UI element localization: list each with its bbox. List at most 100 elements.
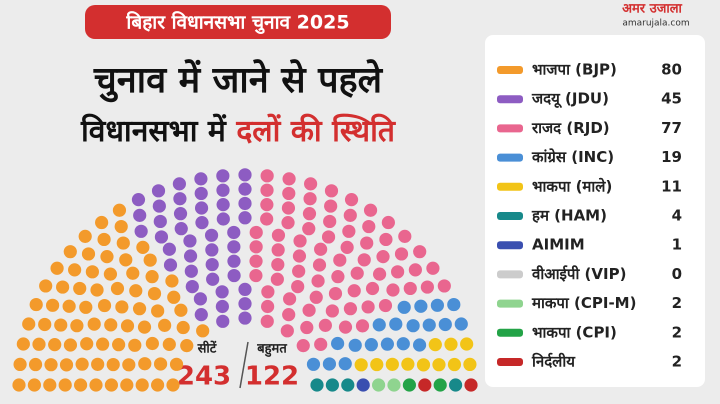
seat-dot <box>166 378 180 392</box>
seat-dot <box>331 336 345 351</box>
legend-value: 4 <box>672 207 682 225</box>
seat-dot <box>249 268 263 283</box>
seat-dot <box>106 357 120 372</box>
seat-dot <box>282 186 296 201</box>
seat-dot <box>54 318 68 332</box>
seat-dot <box>356 378 370 392</box>
seat-dot <box>154 230 169 244</box>
seat-dot <box>143 253 157 267</box>
legend-value: 77 <box>661 119 682 137</box>
seat-dot <box>163 258 178 272</box>
seat-dot <box>449 378 463 392</box>
legend-swatch <box>497 328 523 337</box>
seat-dot <box>43 378 57 392</box>
seat-dot <box>80 337 94 351</box>
seat-dot <box>381 215 395 230</box>
legend-value: 0 <box>672 265 682 283</box>
seat-dot <box>347 284 361 298</box>
seat-dot <box>282 172 296 186</box>
seat-dot <box>293 234 307 248</box>
seat-dot <box>129 284 143 298</box>
seat-dot <box>428 338 442 352</box>
seat-dot <box>460 337 474 351</box>
seat-dot <box>437 279 451 293</box>
seat-dot <box>115 300 129 314</box>
seat-dot <box>416 358 431 372</box>
legend-swatch <box>497 153 523 162</box>
seat-dot <box>58 378 72 392</box>
seat-dot <box>22 317 36 331</box>
seat-dot <box>194 172 208 186</box>
seat-dot <box>343 208 357 222</box>
seat-dot <box>122 358 136 372</box>
total-label: सीटें <box>197 341 218 357</box>
seat-dot <box>194 186 208 201</box>
seat-dot <box>73 281 87 296</box>
seat-dot <box>364 338 378 352</box>
legend-swatch <box>497 299 523 308</box>
seat-dot <box>27 378 41 392</box>
seat-dot <box>420 280 434 294</box>
seat-dot <box>172 177 186 191</box>
seat-dot <box>184 264 198 278</box>
seat-dot <box>324 184 339 198</box>
seat-dot <box>90 283 104 297</box>
seat-dot <box>314 242 328 256</box>
seat-dot <box>432 358 446 372</box>
seat-dot <box>59 358 74 372</box>
seat-dot <box>193 292 207 306</box>
seat-dot <box>158 318 172 332</box>
seat-dot <box>137 320 152 334</box>
seat-dot <box>328 286 343 301</box>
seat-dot <box>380 337 394 351</box>
seat-dot <box>338 320 353 334</box>
seat-dot <box>216 212 230 226</box>
seat-dot <box>325 304 339 318</box>
seat-dot <box>176 320 190 335</box>
seat-dot <box>62 299 76 313</box>
seat-dot <box>310 378 324 392</box>
legend-label: माकपा (CPI-M) <box>531 294 636 312</box>
legend-label: भाकपा (माले) <box>532 177 612 195</box>
legend-swatch <box>497 270 523 279</box>
legend-swatch <box>497 241 523 250</box>
seat-dot <box>323 214 337 229</box>
seat-dot <box>216 314 230 328</box>
seat-dot <box>215 285 229 299</box>
seat-dot <box>16 337 30 351</box>
seat-dot <box>306 357 321 371</box>
seat-dot <box>302 303 316 317</box>
seat-dot <box>151 304 165 318</box>
seat-dot <box>249 240 263 254</box>
seat-dot <box>376 250 390 264</box>
seat-dot <box>28 357 43 372</box>
seat-dot <box>132 302 147 316</box>
total: 243 <box>177 362 231 392</box>
seat-dot <box>180 339 194 353</box>
seat-dot <box>412 338 427 352</box>
legend-swatch <box>497 212 523 220</box>
seat-dot <box>119 253 133 267</box>
seat-dot <box>70 319 84 333</box>
seat-dot <box>401 357 415 371</box>
badge: बिहार विधानसभा चुनाव 2025 <box>125 11 349 35</box>
seat-dot <box>372 267 387 281</box>
seat-dot <box>216 169 230 183</box>
seat-dot <box>126 266 140 280</box>
legend-label: निर्दलीय <box>531 353 576 371</box>
seat-dot <box>338 357 352 371</box>
seat-dot <box>194 201 209 215</box>
seat-dot <box>300 320 314 335</box>
seat-dot <box>145 270 159 284</box>
seat-dot <box>438 317 452 332</box>
seat-dot <box>91 357 105 371</box>
divider <box>239 341 249 389</box>
seat-dot <box>227 254 241 268</box>
seat-dot <box>104 378 118 392</box>
seat-dot <box>114 219 128 234</box>
seat-dot <box>173 207 188 221</box>
seat-dot <box>238 282 252 296</box>
seat-dot <box>68 263 82 277</box>
seat-dot <box>343 302 358 316</box>
